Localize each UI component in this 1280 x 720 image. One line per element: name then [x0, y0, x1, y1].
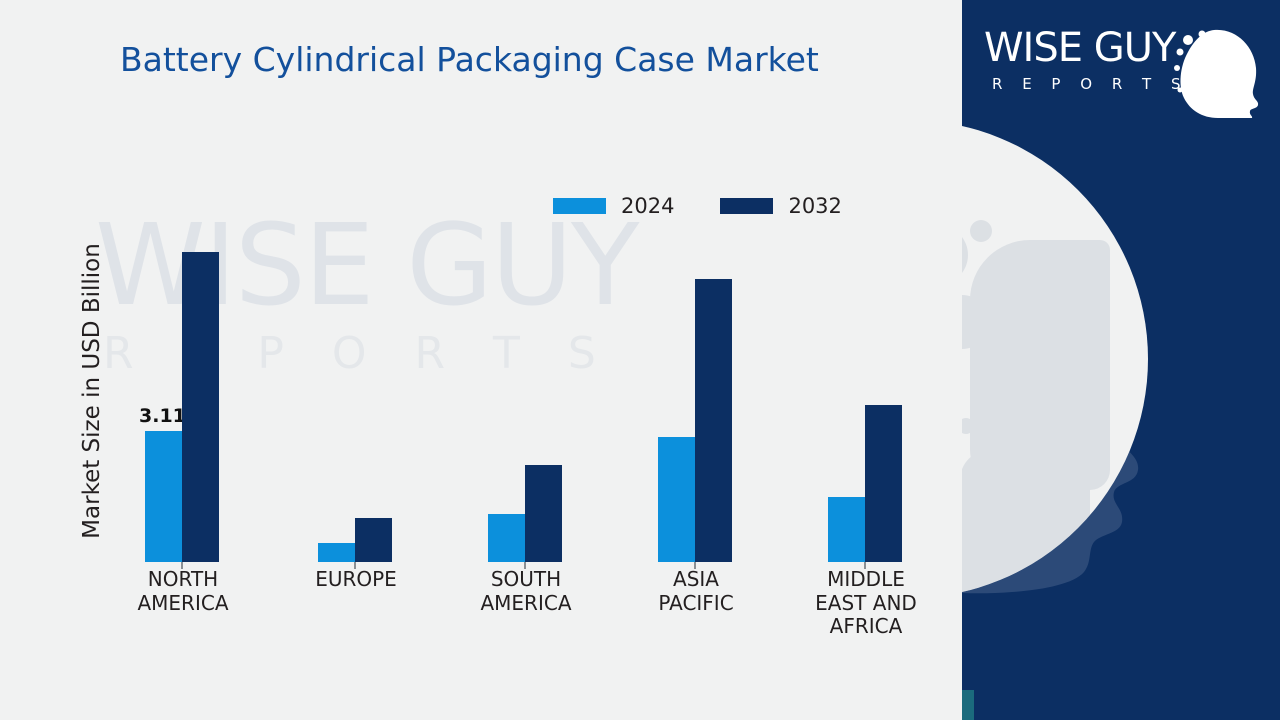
- bar-2032-middle-east-and-africa[interactable]: [865, 405, 902, 562]
- legend-item-2032[interactable]: 2032: [720, 194, 842, 218]
- page-title: Battery Cylindrical Packaging Case Marke…: [120, 40, 819, 79]
- bar-2024-south-america[interactable]: [488, 514, 525, 562]
- brand-panel: WISE GUY R E P O R T S: [962, 0, 1280, 720]
- axis-tick: [354, 562, 356, 569]
- category-label-south-america: SOUTH AMERICA: [480, 567, 572, 615]
- plot-area: 3.11 NORTH AMERICA EUROPE SOUTH AMERICA: [110, 160, 930, 638]
- legend-label-2032: 2032: [788, 194, 842, 218]
- category-label-north-america: NORTH AMERICA: [137, 567, 229, 615]
- brand-logo-text: WISE GUY: [984, 25, 1176, 71]
- bar-2032-europe[interactable]: [355, 518, 392, 562]
- bar-2024-asia-pacific[interactable]: [658, 437, 695, 562]
- chart-panel: WISE GUY R E P O R T S Battery Cylindric…: [79, 40, 930, 638]
- brand-logo: WISE GUY R E P O R T S: [984, 25, 1259, 120]
- bar-2024-middle-east-and-africa[interactable]: [828, 497, 865, 562]
- bar-2032-north-america[interactable]: [182, 252, 219, 562]
- category-label-middle-east-and-africa: MIDDLE EAST AND AFRICA: [815, 567, 917, 639]
- bar-group-middle-east-and-africa: MIDDLE EAST AND AFRICA: [815, 160, 917, 638]
- bar-2024-europe[interactable]: [318, 543, 355, 562]
- legend-swatch-2032: [720, 198, 774, 214]
- bars-asia-pacific: [658, 160, 732, 562]
- bar-group-south-america: SOUTH AMERICA: [480, 160, 572, 614]
- data-label-2024-north-america: 3.11: [139, 405, 186, 427]
- head-dots-watermark: [962, 120, 1148, 598]
- brand-logo-subtext: R E P O R T S: [992, 75, 1188, 93]
- bar-2024-north-america[interactable]: [145, 431, 182, 562]
- axis-tick: [864, 562, 866, 569]
- axis-tick: [694, 562, 696, 569]
- bar-group-north-america: 3.11 NORTH AMERICA: [137, 160, 229, 614]
- teal-accent-bar: [962, 690, 974, 720]
- bar-group-europe: EUROPE: [315, 160, 397, 591]
- axis-tick: [524, 562, 526, 569]
- legend-label-2024: 2024: [621, 194, 675, 218]
- category-label-europe: EUROPE: [315, 567, 397, 591]
- bars-middle-east-and-africa: [828, 160, 902, 562]
- bars-south-america: [488, 160, 562, 562]
- legend-item-2024[interactable]: 2024: [553, 194, 674, 218]
- axis-tick: [181, 562, 183, 569]
- y-axis-title: Market Size in USD Billion: [79, 243, 105, 539]
- legend-swatch-2024: [553, 198, 606, 214]
- category-label-asia-pacific: ASIA PACIFIC: [658, 567, 734, 615]
- bars-north-america: [145, 160, 219, 562]
- bars-europe: [318, 160, 392, 562]
- logo-head-dots-icon: [1174, 29, 1259, 118]
- chart-legend: 2024 2032: [553, 194, 842, 218]
- bar-2032-south-america[interactable]: [525, 465, 562, 562]
- bar-group-asia-pacific: ASIA PACIFIC: [658, 160, 734, 614]
- bar-2032-asia-pacific[interactable]: [695, 279, 732, 562]
